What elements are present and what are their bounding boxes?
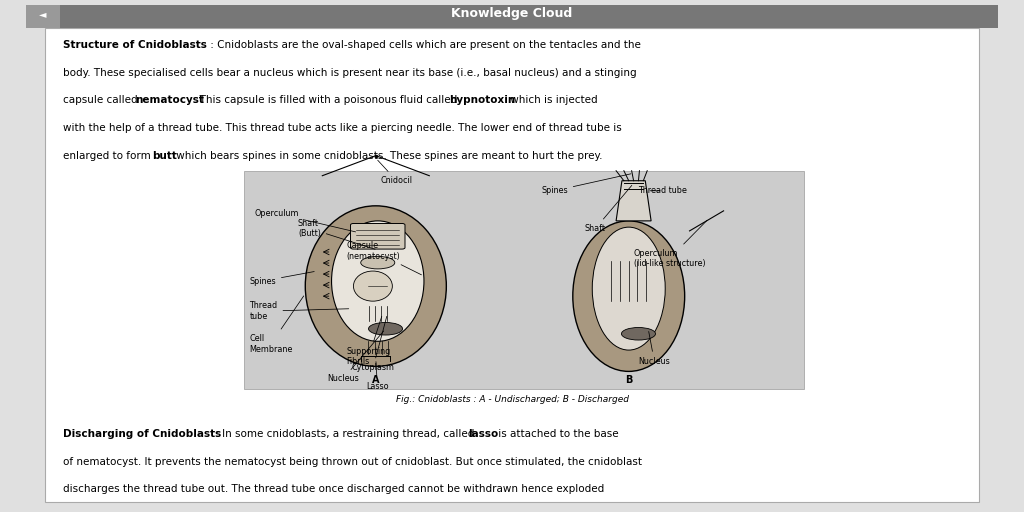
Text: capsule called: capsule called <box>62 95 140 105</box>
Text: Fig.: Cnidoblasts : A - Undischarged; B - Discharged: Fig.: Cnidoblasts : A - Undischarged; B … <box>395 395 629 404</box>
Text: Shaft: Shaft <box>585 185 632 233</box>
Ellipse shape <box>572 221 685 371</box>
Text: hypnotoxin: hypnotoxin <box>449 95 515 105</box>
Text: : In some cnidoblasts, a restraining thread, called: : In some cnidoblasts, a restraining thr… <box>212 429 478 439</box>
FancyBboxPatch shape <box>245 170 804 389</box>
Ellipse shape <box>592 227 666 350</box>
Text: Nucleus: Nucleus <box>328 331 384 383</box>
Polygon shape <box>616 181 651 221</box>
Text: Operculum
(lid-like structure): Operculum (lid-like structure) <box>634 220 707 268</box>
Ellipse shape <box>360 257 395 269</box>
Ellipse shape <box>305 206 446 367</box>
Text: Spines: Spines <box>541 174 631 195</box>
Text: Discharging of Cnidoblasts: Discharging of Cnidoblasts <box>62 429 221 439</box>
Text: Structure of Cnidoblasts: Structure of Cnidoblasts <box>62 40 207 50</box>
FancyBboxPatch shape <box>26 0 998 28</box>
Text: : Cnidoblasts are the oval-shaped cells which are present on the tentacles and t: : Cnidoblasts are the oval-shaped cells … <box>207 40 640 50</box>
Text: of nematocyst. It prevents the nematocyst being thrown out of cnidoblast. But on: of nematocyst. It prevents the nematocys… <box>62 457 642 467</box>
Text: which is injected: which is injected <box>507 95 598 105</box>
Text: Supporting
Fibrils: Supporting Fibrils <box>346 316 391 366</box>
Text: Spines: Spines <box>250 271 314 286</box>
Ellipse shape <box>353 271 392 301</box>
Text: Cell
Membrane: Cell Membrane <box>250 296 304 353</box>
Text: Thread tube: Thread tube <box>639 186 687 195</box>
FancyBboxPatch shape <box>45 28 979 502</box>
Text: ◄: ◄ <box>39 9 47 19</box>
Ellipse shape <box>622 328 655 340</box>
Text: enlarged to form: enlarged to form <box>62 151 154 161</box>
Text: butt: butt <box>152 151 177 161</box>
Text: Thread
tube: Thread tube <box>250 302 349 321</box>
Text: discharges the thread tube out. The thread tube once discharged cannot be withdr: discharges the thread tube out. The thre… <box>62 484 604 494</box>
Text: lasso: lasso <box>468 429 499 439</box>
Text: Shaft
(Butt): Shaft (Butt) <box>298 219 375 249</box>
Text: body. These specialised cells bear a nucleus which is present near its base (i.e: body. These specialised cells bear a nuc… <box>62 68 636 78</box>
Text: is attached to the base: is attached to the base <box>496 429 620 439</box>
Text: A: A <box>372 375 380 386</box>
FancyBboxPatch shape <box>350 223 404 249</box>
Ellipse shape <box>332 221 424 342</box>
Text: Nucleus: Nucleus <box>639 331 671 366</box>
Text: Lasso: Lasso <box>367 361 389 391</box>
Text: Knowledge Cloud: Knowledge Cloud <box>452 7 572 20</box>
Text: with the help of a thread tube. This thread tube acts like a piercing needle. Th: with the help of a thread tube. This thr… <box>62 123 622 133</box>
Text: nematocyst: nematocyst <box>135 95 205 105</box>
Text: which bears spines in some cnidoblasts. These spines are meant to hurt the prey.: which bears spines in some cnidoblasts. … <box>173 151 603 161</box>
Text: B: B <box>625 375 633 386</box>
Text: . This capsule is filled with a poisonous fluid called: . This capsule is filled with a poisonou… <box>193 95 461 105</box>
Text: Cytoplasm: Cytoplasm <box>351 316 394 372</box>
Text: Capsule
(nematocyst): Capsule (nematocyst) <box>346 241 422 275</box>
Text: Operculum: Operculum <box>254 209 355 232</box>
FancyBboxPatch shape <box>26 0 59 28</box>
Text: Cnidocil: Cnidocil <box>378 160 413 185</box>
Ellipse shape <box>369 323 402 335</box>
